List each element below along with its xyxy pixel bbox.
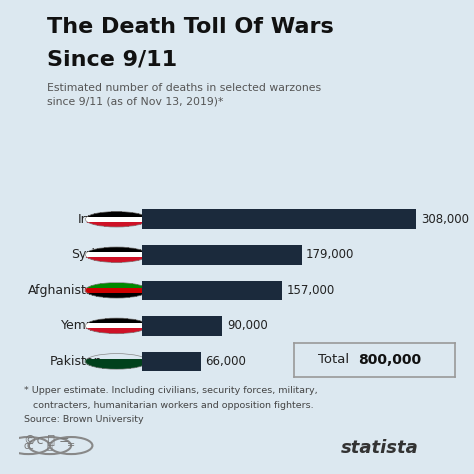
Bar	[142, 316, 222, 336]
Bar	[142, 352, 201, 371]
Text: Source: Brown University: Source: Brown University	[24, 415, 143, 424]
Text: Syria: Syria	[71, 248, 102, 261]
Text: Afghanistan: Afghanistan	[28, 284, 102, 297]
Text: Pakistan: Pakistan	[50, 355, 102, 368]
Text: 90,000: 90,000	[227, 319, 267, 332]
Text: Yemen: Yemen	[61, 319, 102, 332]
Text: 157,000: 157,000	[286, 284, 335, 297]
Text: ⓘ: ⓘ	[47, 440, 53, 451]
Text: Iraq: Iraq	[78, 213, 102, 226]
Text: 308,000: 308,000	[421, 213, 469, 226]
Text: Estimated number of deaths in selected warzones
since 9/11 (as of Nov 13, 2019)*: Estimated number of deaths in selected w…	[47, 83, 321, 107]
Text: 66,000: 66,000	[205, 355, 246, 368]
Text: Total: Total	[318, 353, 354, 366]
Bar	[142, 210, 417, 229]
Text: Since 9/11: Since 9/11	[47, 50, 178, 70]
Bar	[142, 281, 282, 300]
Text: ©c ⓘ =: ©c ⓘ =	[24, 434, 69, 447]
Text: =: =	[67, 440, 75, 451]
Text: The Death Toll Of Wars: The Death Toll Of Wars	[47, 17, 334, 36]
Text: * Upper estimate. Including civilians, security forces, military,: * Upper estimate. Including civilians, s…	[24, 386, 317, 395]
Text: cc: cc	[23, 440, 34, 451]
Text: 800,000: 800,000	[358, 353, 421, 367]
Text: 179,000: 179,000	[306, 248, 355, 261]
Text: statista: statista	[341, 439, 419, 457]
Bar	[142, 245, 301, 264]
Text: contracters, humanitarian workers and opposition fighters.: contracters, humanitarian workers and op…	[24, 401, 313, 410]
